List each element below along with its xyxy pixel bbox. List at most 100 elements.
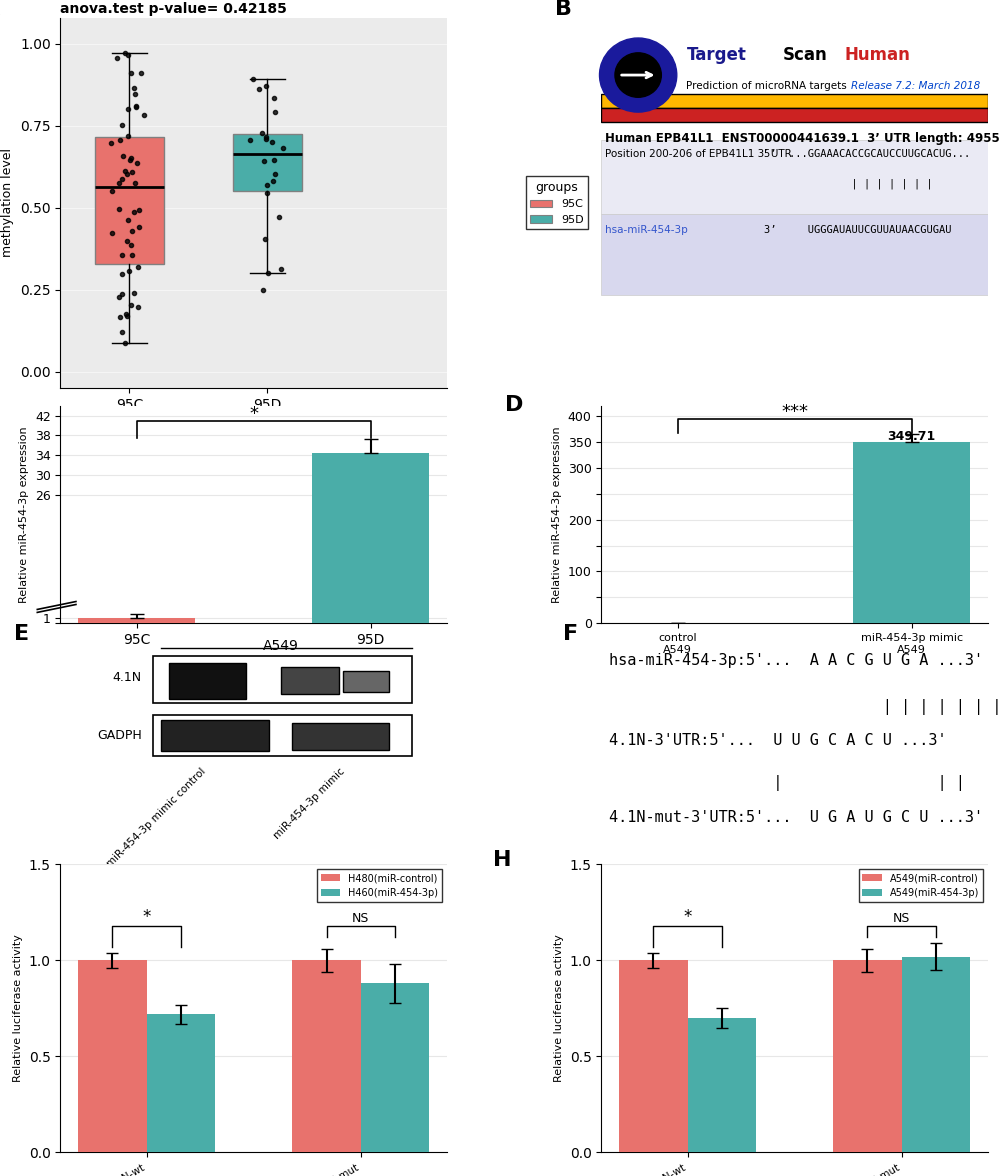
Point	[120, 45, 136, 64]
Point	[123, 235, 139, 254]
Point	[126, 78, 142, 96]
Text: hsa-miR-454-3p:5'...  A A C G U G A ...3': hsa-miR-454-3p:5'... A A C G U G A ...3'	[609, 653, 983, 668]
Point	[123, 296, 139, 315]
Circle shape	[615, 53, 661, 98]
Point	[111, 287, 127, 306]
PathPatch shape	[233, 134, 302, 191]
Point	[104, 223, 120, 242]
Point	[259, 183, 275, 202]
Y-axis label: Relative luciferase activity: Relative luciferase activity	[554, 935, 564, 1082]
Point	[114, 285, 130, 303]
Bar	[292, 961, 361, 1152]
Point	[118, 305, 134, 323]
Point	[112, 131, 128, 149]
Point	[274, 139, 290, 158]
Point	[109, 49, 125, 68]
PathPatch shape	[95, 136, 164, 263]
Legend: H480(miR-control), H460(miR-454-3p): H480(miR-control), H460(miR-454-3p)	[318, 869, 443, 902]
Bar	[312, 453, 429, 623]
Point	[104, 181, 120, 200]
Text: miR-454-3p mimic control: miR-454-3p mimic control	[105, 767, 208, 869]
Bar	[687, 1018, 756, 1152]
Point	[122, 151, 138, 169]
Point	[265, 172, 281, 191]
Text: Human EPB41L1  ENST00000441639.1  3’ UTR length: 4955: Human EPB41L1 ENST00000441639.1 3’ UTR l…	[605, 133, 1000, 146]
Point	[130, 258, 146, 276]
Text: 4.1N-mut-3'UTR:5'...  U G A U G C U ...3': 4.1N-mut-3'UTR:5'... U G A U G C U ...3'	[609, 809, 983, 824]
Point	[120, 126, 136, 145]
Point	[114, 115, 130, 134]
Text: Position 200-206 of EPB41L1 3’ UTR: Position 200-206 of EPB41L1 3’ UTR	[605, 149, 792, 159]
Point	[258, 129, 274, 148]
X-axis label: targeted genes / sequences: targeted genes / sequences	[166, 417, 341, 430]
FancyBboxPatch shape	[153, 656, 412, 703]
Point	[114, 322, 130, 341]
FancyBboxPatch shape	[602, 108, 988, 122]
Y-axis label: Relative miR-454-3p expression: Relative miR-454-3p expression	[19, 426, 29, 603]
Point	[119, 165, 135, 183]
FancyBboxPatch shape	[161, 720, 269, 751]
Text: H: H	[493, 850, 512, 870]
Text: 4.1N: 4.1N	[113, 670, 141, 684]
Point	[254, 281, 270, 300]
Point	[111, 174, 127, 193]
Point	[242, 131, 258, 149]
Text: Target: Target	[686, 46, 746, 64]
Point	[120, 211, 136, 229]
Text: 349.71: 349.71	[888, 430, 935, 443]
Point	[260, 263, 276, 282]
Point	[267, 103, 283, 122]
Text: NS: NS	[352, 911, 370, 926]
Y-axis label: methylation level: methylation level	[1, 148, 14, 258]
Point	[126, 283, 142, 302]
Point	[121, 261, 137, 280]
Point	[117, 161, 133, 180]
Text: *: *	[249, 405, 258, 423]
Point	[271, 207, 287, 226]
Bar	[619, 961, 687, 1152]
Text: *: *	[683, 908, 691, 926]
Text: D: D	[505, 395, 523, 415]
Point	[258, 175, 274, 194]
FancyBboxPatch shape	[343, 671, 389, 693]
Point	[258, 76, 274, 95]
Point	[272, 260, 288, 279]
Legend: A549(miR-control), A549(miR-454-3p): A549(miR-control), A549(miR-454-3p)	[859, 869, 983, 902]
Point	[264, 133, 280, 152]
Circle shape	[600, 38, 676, 112]
Text: |                 | |: | | |	[609, 775, 965, 791]
Point	[257, 128, 273, 147]
Text: miR-454-3p mimic: miR-454-3p mimic	[271, 767, 347, 841]
Point	[130, 298, 146, 316]
Point	[266, 151, 282, 169]
Point	[254, 123, 270, 142]
Point	[115, 146, 131, 165]
Point	[123, 64, 139, 82]
Point	[127, 85, 143, 103]
FancyBboxPatch shape	[602, 214, 988, 295]
Point	[120, 99, 136, 118]
Point	[256, 151, 272, 169]
Text: EPB41L1
anova.test p-value= 0.42185: EPB41L1 anova.test p-value= 0.42185	[60, 0, 287, 16]
Point	[267, 165, 283, 183]
Bar	[853, 442, 971, 623]
Text: GADPH: GADPH	[97, 729, 141, 742]
Point	[114, 169, 130, 188]
Y-axis label: Relative miR-454-3p expression: Relative miR-454-3p expression	[552, 426, 562, 603]
Text: Scan: Scan	[783, 46, 828, 64]
Point	[245, 69, 261, 88]
Bar	[78, 619, 196, 623]
Point	[124, 221, 140, 240]
Text: ***: ***	[781, 403, 808, 421]
Point	[126, 202, 142, 221]
Point	[251, 80, 267, 99]
Text: F: F	[562, 624, 578, 644]
Point	[266, 89, 282, 108]
Text: 4.1N-3'UTR:5'...  U U G C A C U ...3': 4.1N-3'UTR:5'... U U G C A C U ...3'	[609, 734, 947, 748]
Point	[117, 334, 133, 353]
Bar	[78, 961, 146, 1152]
Point	[127, 98, 143, 116]
Text: | | | | | | |: | | | | | | |	[609, 699, 1002, 715]
Point	[123, 149, 139, 168]
Text: *: *	[142, 908, 151, 926]
